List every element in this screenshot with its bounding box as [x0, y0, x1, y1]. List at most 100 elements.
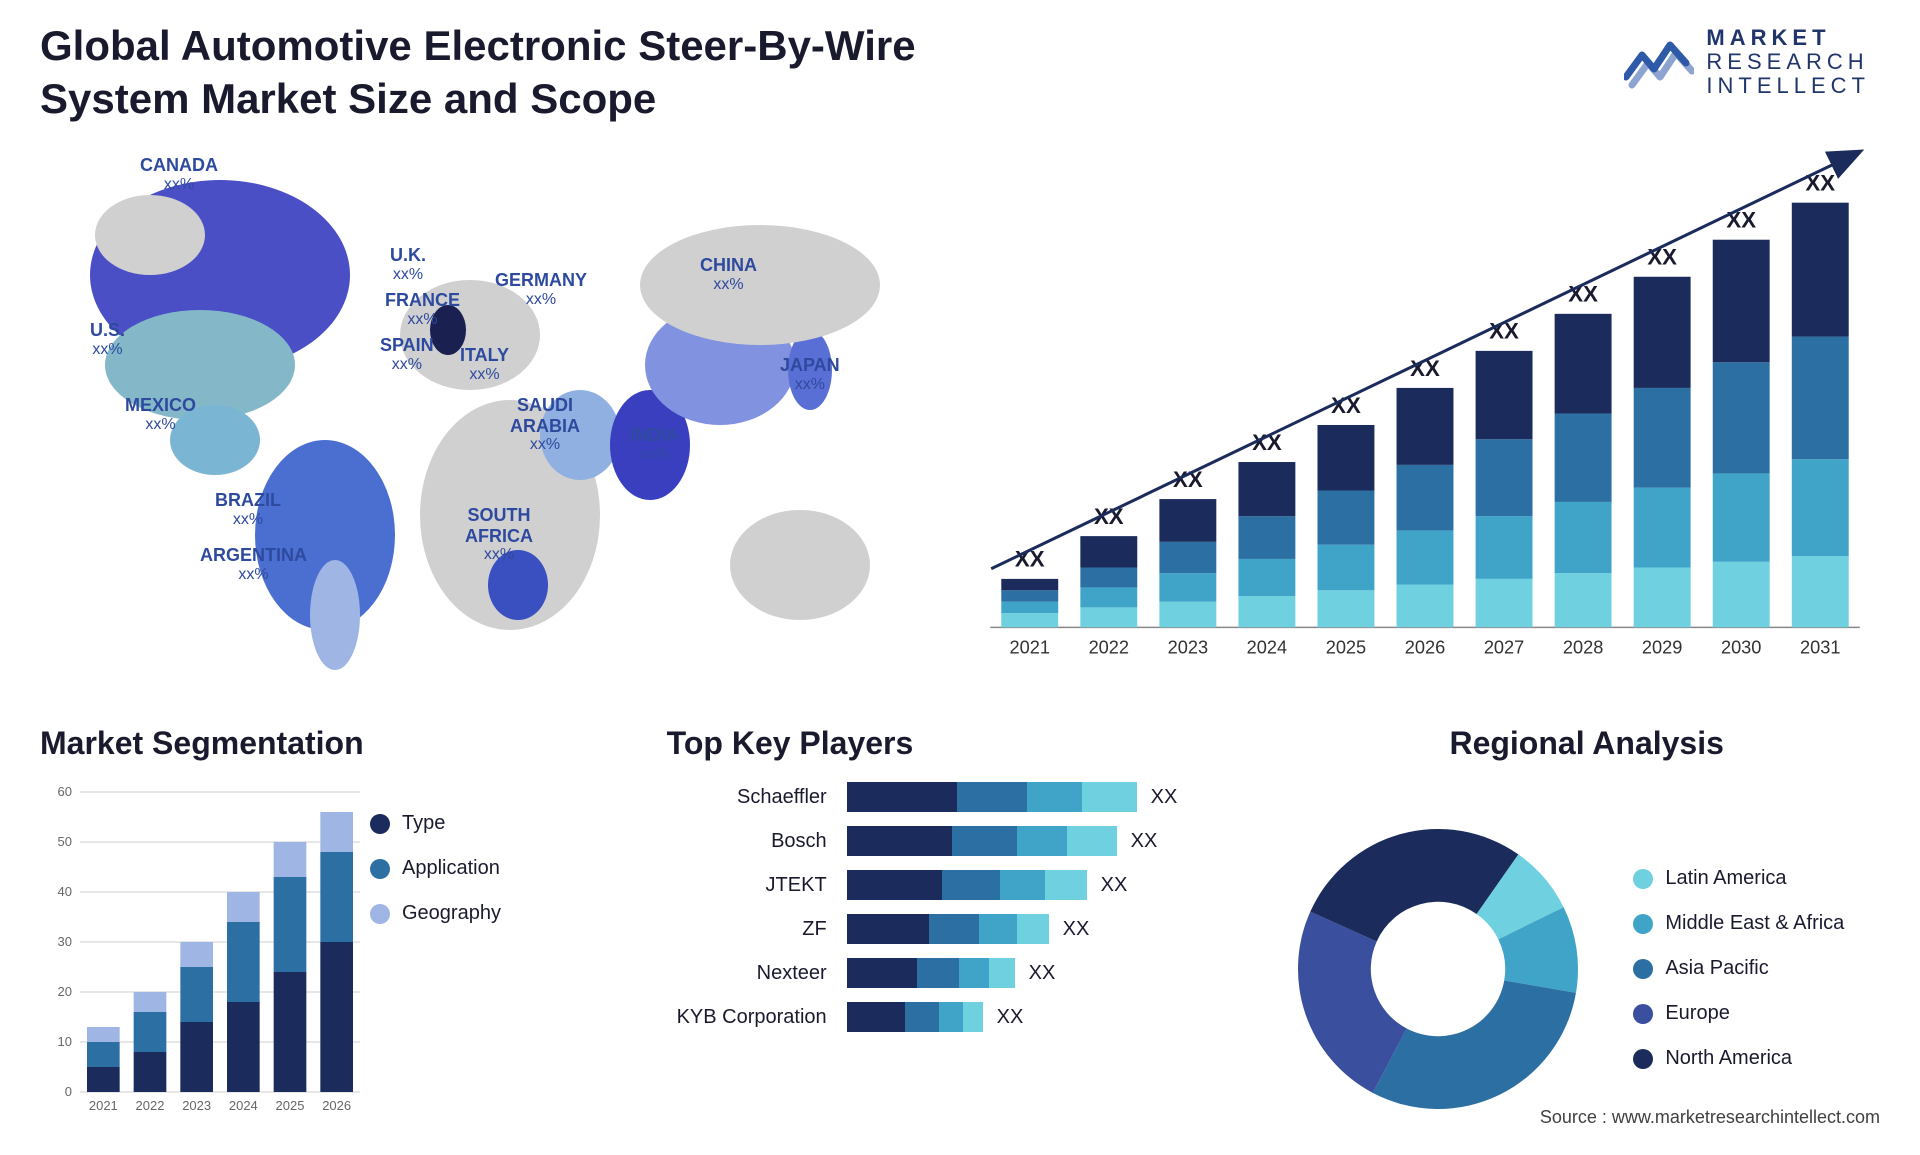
legend-dot — [1633, 1004, 1653, 1024]
bar-segment — [917, 958, 959, 988]
bar-segment — [847, 782, 957, 812]
key-player-value: XX — [1131, 830, 1158, 853]
map-label: SAUDIARABIAxx% — [510, 395, 580, 455]
legend-item: Geography — [370, 902, 501, 925]
map-label: SOUTHAFRICAxx% — [465, 505, 533, 565]
bar-segment — [1027, 782, 1082, 812]
map-label: U.S.xx% — [90, 320, 125, 359]
key-players-chart: SchaefflerXXBoschXXJTEKTXXZFXXNexteerXXK… — [667, 782, 1254, 1155]
bar-segment — [905, 1002, 939, 1032]
svg-text:40: 40 — [58, 884, 72, 899]
bar-segment — [847, 870, 942, 900]
map-label: JAPANxx% — [780, 355, 840, 394]
segmentation-title: Market Segmentation — [40, 725, 627, 762]
key-player-bar: XX — [847, 1002, 1024, 1032]
legend-dot — [1633, 1049, 1653, 1069]
legend-dot — [1633, 959, 1653, 979]
key-player-bar: XX — [847, 914, 1090, 944]
key-player-value: XX — [1151, 786, 1178, 809]
key-player-bar: XX — [847, 870, 1128, 900]
svg-text:2021: 2021 — [89, 1098, 118, 1112]
legend-item: North America — [1633, 1047, 1844, 1070]
key-player-name: KYB Corporation — [667, 1006, 847, 1029]
key-player-row: Schaeffler XX — [667, 782, 1254, 812]
svg-text:2029: 2029 — [1642, 638, 1682, 658]
legend-item: Latin America — [1633, 867, 1844, 890]
svg-text:2022: 2022 — [136, 1098, 165, 1112]
regional-donut — [1293, 814, 1593, 1124]
key-player-name: Schaeffler — [667, 786, 847, 809]
bar-segment — [959, 958, 989, 988]
svg-text:2025: 2025 — [1326, 638, 1366, 658]
source-line: Source : www.marketresearchintellect.com — [1540, 1107, 1880, 1128]
svg-text:2030: 2030 — [1721, 638, 1761, 658]
regional-panel: Regional Analysis Latin America Middle Ea… — [1293, 725, 1880, 1155]
svg-text:2024: 2024 — [229, 1098, 258, 1112]
svg-text:50: 50 — [58, 834, 72, 849]
logo-text-1: MARKET — [1706, 26, 1870, 50]
svg-text:2025: 2025 — [276, 1098, 305, 1112]
bar-segment — [929, 914, 979, 944]
bar-segment — [939, 1002, 963, 1032]
bar-segment — [952, 826, 1017, 856]
svg-text:XX: XX — [1647, 245, 1677, 270]
legend-label: Geography — [402, 902, 501, 925]
segmentation-panel: Market Segmentation 01020304050602021202… — [40, 725, 627, 1155]
legend-dot — [370, 814, 390, 834]
regional-legend: Latin America Middle East & Africa Asia Pa… — [1633, 867, 1844, 1070]
bar-segment — [1067, 826, 1117, 856]
segmentation-legend: TypeApplicationGeography — [370, 812, 501, 925]
bar-segment — [979, 914, 1017, 944]
legend-dot — [1633, 869, 1653, 889]
map-label: BRAZILxx% — [215, 490, 281, 529]
key-player-name: JTEKT — [667, 874, 847, 897]
logo-text-2: RESEARCH — [1706, 50, 1870, 74]
key-player-row: ZF XX — [667, 914, 1254, 944]
brand-logo: MARKET RESEARCH INTELLECT — [1624, 26, 1870, 99]
legend-item: Europe — [1633, 1002, 1844, 1025]
bar-segment — [847, 1002, 905, 1032]
key-player-value: XX — [1063, 918, 1090, 941]
legend-item: Middle East & Africa — [1633, 912, 1844, 935]
map-label: U.K.xx% — [390, 245, 426, 284]
svg-text:2022: 2022 — [1089, 638, 1129, 658]
logo-icon — [1624, 35, 1694, 89]
logo-text-3: INTELLECT — [1706, 74, 1870, 98]
map-label: ARGENTINAxx% — [200, 545, 307, 584]
key-players-title: Top Key Players — [667, 725, 1254, 762]
bar-segment — [1045, 870, 1087, 900]
market-size-chart: XX2021XX2022XX2023XX2024XX2025XX2026XX20… — [970, 145, 1880, 685]
bar-segment — [847, 958, 917, 988]
legend-dot — [1633, 914, 1653, 934]
svg-text:2023: 2023 — [1168, 638, 1208, 658]
legend-item: Application — [370, 857, 501, 880]
svg-text:2021: 2021 — [1010, 638, 1050, 658]
svg-text:30: 30 — [58, 934, 72, 949]
legend-label: Asia Pacific — [1665, 957, 1768, 980]
legend-label: North America — [1665, 1047, 1792, 1070]
legend-label: Application — [402, 857, 500, 880]
svg-text:2024: 2024 — [1247, 638, 1287, 658]
svg-text:XX: XX — [1331, 393, 1361, 418]
svg-text:10: 10 — [58, 1034, 72, 1049]
map-label: MEXICOxx% — [125, 395, 196, 434]
world-map-panel: CANADAxx%U.S.xx%MEXICOxx%BRAZILxx%ARGENT… — [40, 145, 940, 685]
map-label: SPAINxx% — [380, 335, 434, 374]
bar-segment — [957, 782, 1027, 812]
legend-label: Europe — [1665, 1002, 1730, 1025]
page-title: Global Automotive Electronic Steer-By-Wi… — [40, 20, 990, 125]
regional-title: Regional Analysis — [1293, 725, 1880, 762]
bar-segment — [1000, 870, 1045, 900]
legend-dot — [370, 859, 390, 879]
svg-text:0: 0 — [65, 1084, 72, 1099]
svg-text:2028: 2028 — [1563, 638, 1603, 658]
key-player-name: Nexteer — [667, 962, 847, 985]
bar-segment — [847, 914, 929, 944]
key-player-bar: XX — [847, 958, 1056, 988]
key-player-name: ZF — [667, 918, 847, 941]
svg-text:2026: 2026 — [322, 1098, 351, 1112]
legend-item: Asia Pacific — [1633, 957, 1844, 980]
svg-text:2031: 2031 — [1800, 638, 1840, 658]
bar-segment — [1017, 914, 1049, 944]
key-player-name: Bosch — [667, 830, 847, 853]
